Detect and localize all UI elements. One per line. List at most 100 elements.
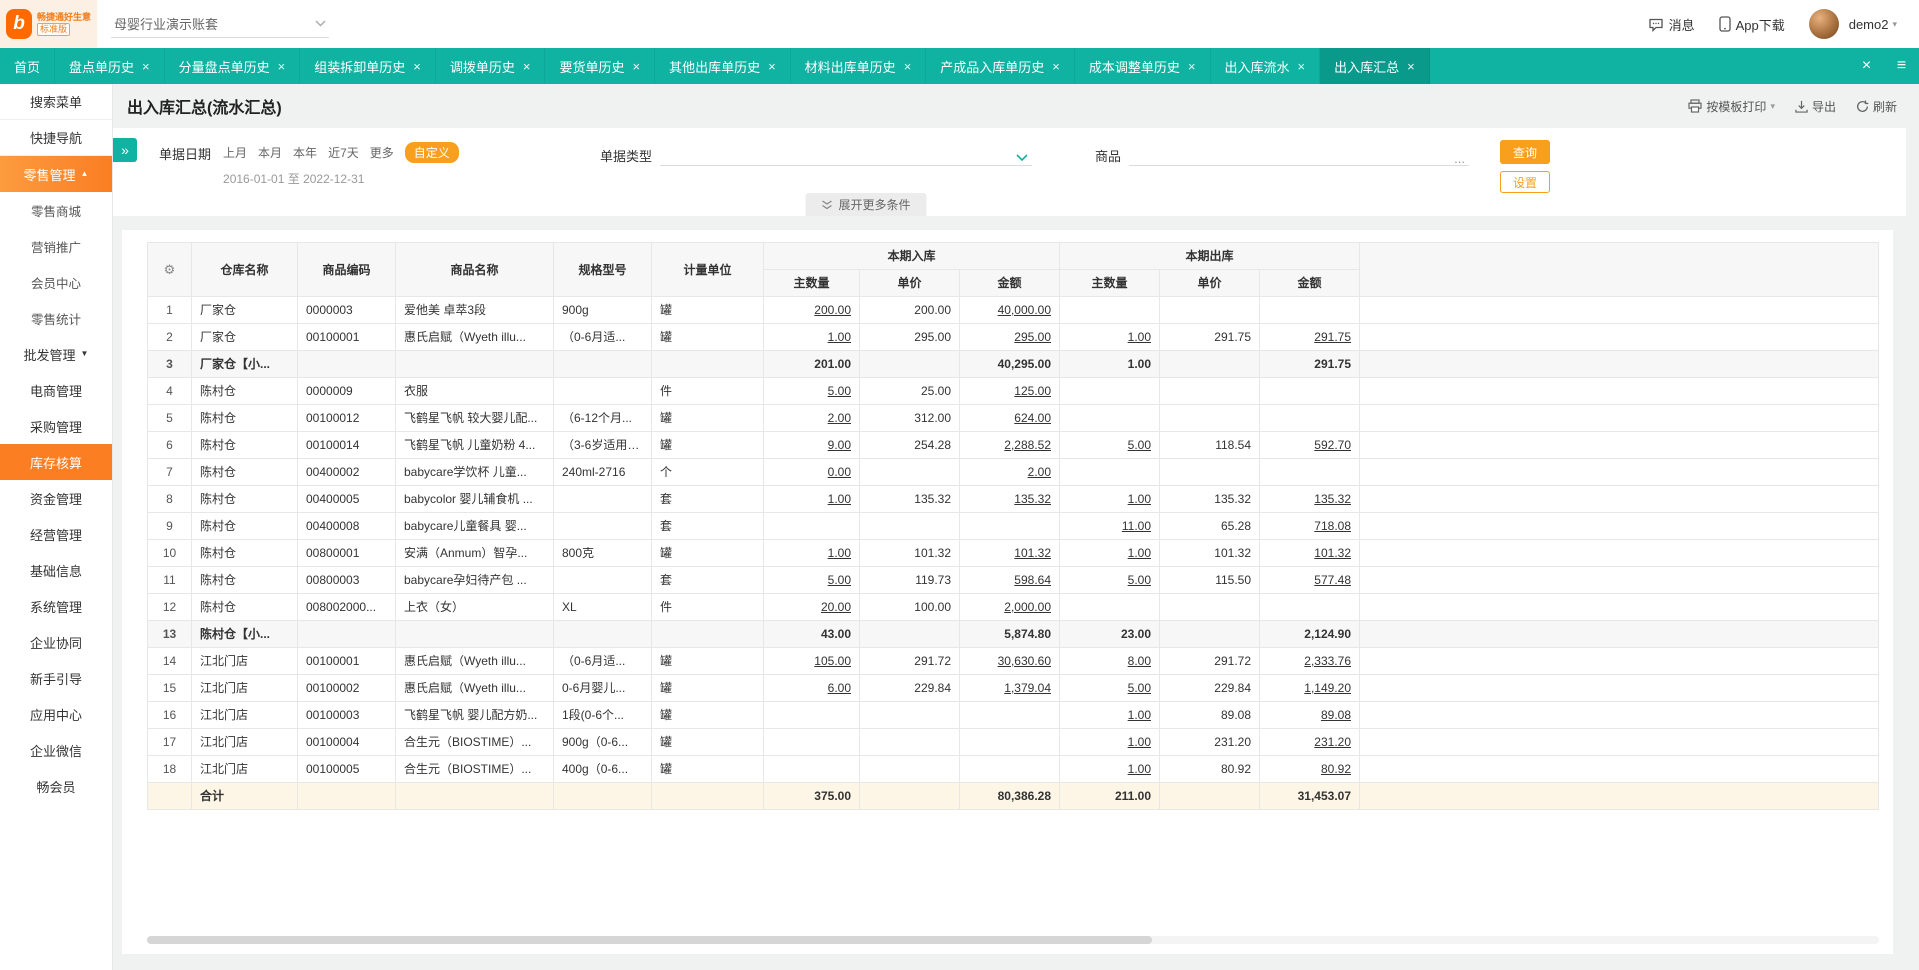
sidebar-item-企业协同[interactable]: 企业协同 (0, 624, 112, 660)
user-menu[interactable]: demo2 ▾ (1849, 17, 1897, 32)
date-quick-本年[interactable]: 本年 (293, 146, 318, 160)
account-select[interactable]: 母婴行业演示账套 (111, 10, 329, 38)
column-settings-gear-icon[interactable]: ⚙ (163, 261, 176, 277)
sidebar-item-批发管理[interactable]: 批发管理 ▼ (0, 336, 112, 372)
sidebar-item-搜索菜单[interactable]: 搜索菜单 (0, 84, 112, 120)
tab-close-icon[interactable]: × (1297, 58, 1306, 74)
query-button[interactable]: 查询 (1500, 140, 1550, 164)
sidebar-item-资金管理[interactable]: 资金管理 (0, 480, 112, 516)
in-amount-link[interactable]: 295.00 (1014, 330, 1051, 344)
sidebar-item-经营管理[interactable]: 经营管理 (0, 516, 112, 552)
scrollbar-thumb[interactable] (147, 936, 1152, 944)
date-quick-更多[interactable]: 更多 (369, 146, 394, 160)
sidebar-item-基础信息[interactable]: 基础信息 (0, 552, 112, 588)
out-qty-link[interactable]: 1.00 (1127, 708, 1151, 722)
messages-button[interactable]: 消息 (1648, 15, 1695, 34)
tab-要货单历史[interactable]: 要货单历史 × (545, 48, 656, 84)
out-qty-link[interactable]: 11.00 (1121, 519, 1151, 533)
col-out-price[interactable]: 单价 (1159, 269, 1260, 297)
tab-close-icon[interactable]: × (413, 58, 421, 74)
table-row[interactable]: 14 江北门店 00100001 惠氏启赋（Wyeth illu... （0-6月适..… (147, 647, 1879, 675)
avatar[interactable] (1808, 9, 1839, 39)
date-quick-本月[interactable]: 本月 (258, 146, 283, 160)
in-qty-link[interactable]: 2.00 (827, 411, 851, 425)
out-amount-link[interactable]: 231.20 (1314, 735, 1351, 749)
out-amount-link[interactable]: 101.32 (1314, 546, 1351, 560)
in-qty-link[interactable]: 1.00 (827, 330, 851, 344)
in-amount-link[interactable]: 135.32 (1014, 492, 1051, 506)
product-input[interactable]: ... (1129, 144, 1470, 166)
tab-close-icon[interactable]: × (1407, 58, 1415, 74)
sidebar-item-畅会员[interactable]: 畅会员 (0, 768, 112, 804)
sidebar-item-企业微信[interactable]: 企业微信 (0, 732, 112, 768)
table-row[interactable]: 18 江北门店 00100005 合生元（BIOSTIME）... 400g（0-6..… (147, 755, 1879, 783)
tab-close-icon[interactable]: × (903, 58, 912, 74)
subtotal-row[interactable]: 13 陈村仓【小... 43.00 5,874.80 23.00 2,124.90 (147, 620, 1879, 648)
out-qty-link[interactable]: 5.00 (1127, 438, 1151, 452)
sidebar-item-库存核算[interactable]: 库存核算 (0, 444, 112, 480)
tab-close-icon[interactable]: × (632, 58, 641, 74)
logo[interactable]: b 畅捷通好生意 标准版 (0, 0, 97, 48)
col-name[interactable]: 商品名称 (395, 242, 554, 297)
table-row[interactable]: 5 陈村仓 00100012 飞鹤星飞帆 较大婴儿配... （6-12个月... 罐 2.0… (147, 404, 1879, 432)
in-amount-link[interactable]: 2.00 (1027, 465, 1051, 479)
out-amount-link[interactable]: 2,333.76 (1304, 654, 1351, 668)
out-amount-link[interactable]: 577.48 (1314, 573, 1351, 587)
in-amount-link[interactable]: 40,000.00 (997, 303, 1051, 317)
in-amount-link[interactable]: 125.00 (1014, 384, 1051, 398)
in-qty-link[interactable]: 9.00 (827, 438, 851, 452)
in-qty-link[interactable]: 6.00 (827, 681, 851, 695)
tab-分量盘点单历史[interactable]: 分量盘点单历史 × (165, 48, 301, 84)
print-by-template-button[interactable]: 按模板打印 ▾ (1688, 98, 1775, 115)
sidebar-item-会员中心[interactable]: 会员中心 (0, 264, 112, 300)
tab-首页[interactable]: 首页 (0, 48, 56, 84)
tab-出入库汇总[interactable]: 出入库汇总 × (1320, 48, 1430, 84)
tab-产成品入库单历史[interactable]: 产成品入库单历史 × (926, 48, 1075, 84)
col-out-qty[interactable]: 主数量 (1059, 269, 1160, 297)
table-row[interactable]: 6 陈村仓 00100014 飞鹤星飞帆 儿童奶粉 4... （3-6岁适用）... 罐 9… (147, 431, 1879, 459)
custom-date-button[interactable]: 自定义 (404, 142, 459, 163)
sidebar-item-零售统计[interactable]: 零售统计 (0, 300, 112, 336)
table-row[interactable]: 12 陈村仓 008002000... 上衣（女） XL 件 20.00 100.00 2,00… (147, 593, 1879, 621)
table-row[interactable]: 4 陈村仓 0000009 衣服 件 5.00 25.00 125.00 (147, 377, 1879, 405)
tab-其他出库单历史[interactable]: 其他出库单历史 × (655, 48, 791, 84)
in-qty-link[interactable]: 105.00 (814, 654, 851, 668)
out-amount-link[interactable]: 1,149.20 (1304, 681, 1351, 695)
out-qty-link[interactable]: 8.00 (1127, 654, 1151, 668)
sidebar-item-应用中心[interactable]: 应用中心 (0, 696, 112, 732)
out-amount-link[interactable]: 89.08 (1320, 708, 1351, 722)
out-amount-link[interactable]: 135.32 (1314, 492, 1351, 506)
out-amount-link[interactable]: 718.08 (1314, 519, 1351, 533)
sidebar-item-零售管理[interactable]: 零售管理 ▲ (0, 156, 112, 192)
out-qty-link[interactable]: 5.00 (1127, 681, 1151, 695)
table-row[interactable]: 8 陈村仓 00400005 babycolor 婴儿辅食机 ... 套 1.00 135.… (147, 485, 1879, 513)
col-out-amount[interactable]: 金额 (1259, 269, 1360, 297)
col-warehouse[interactable]: 仓库名称 (191, 242, 298, 297)
settings-button[interactable]: 设置 (1500, 171, 1550, 193)
sidebar-item-采购管理[interactable]: 采购管理 (0, 408, 112, 444)
in-amount-link[interactable]: 30,630.60 (997, 654, 1051, 668)
in-qty-link[interactable]: 1.00 (827, 492, 851, 506)
tab-盘点单历史[interactable]: 盘点单历史 × (55, 48, 165, 84)
out-qty-link[interactable]: 1.00 (1127, 492, 1151, 506)
in-qty-link[interactable]: 5.00 (827, 384, 851, 398)
in-amount-link[interactable]: 101.32 (1014, 546, 1051, 560)
in-qty-link[interactable]: 0.00 (827, 465, 851, 479)
out-amount-link[interactable]: 291.75 (1314, 330, 1351, 344)
horizontal-scrollbar[interactable] (147, 936, 1879, 944)
sidebar-item-新手引导[interactable]: 新手引导 (0, 660, 112, 696)
in-amount-link[interactable]: 1,379.04 (1004, 681, 1051, 695)
sidebar-item-快捷导航[interactable]: 快捷导航 (0, 120, 112, 156)
out-qty-link[interactable]: 5.00 (1127, 573, 1151, 587)
tab-材料出库单历史[interactable]: 材料出库单历史 × (791, 48, 927, 84)
table-row[interactable]: 9 陈村仓 00400008 babycare儿童餐具 婴... 套 11.00 65.28… (147, 512, 1879, 540)
in-qty-link[interactable]: 200.00 (814, 303, 851, 317)
tab-组装拆卸单历史[interactable]: 组装拆卸单历史 × (300, 48, 436, 84)
tab-close-icon[interactable]: × (142, 58, 150, 74)
refresh-button[interactable]: 刷新 (1856, 98, 1897, 115)
more-options-icon[interactable]: ... (1454, 151, 1466, 166)
out-amount-link[interactable]: 592.70 (1314, 438, 1351, 452)
col-in-qty[interactable]: 主数量 (763, 269, 860, 297)
export-button[interactable]: 导出 (1795, 98, 1836, 115)
table-row[interactable]: 16 江北门店 00100003 飞鹤星飞帆 婴儿配方奶... 1段(0-6个... 罐 1… (147, 701, 1879, 729)
